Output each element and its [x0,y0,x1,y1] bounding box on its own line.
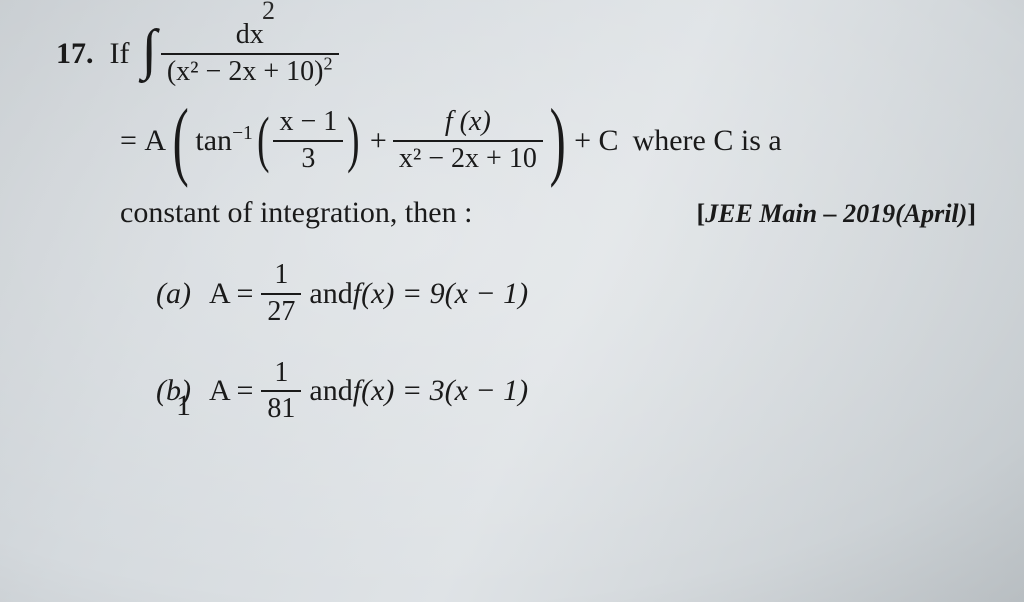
plus-C: + C [574,124,618,158]
fx-fraction: f (x) x² − 2x + 10 [393,107,543,175]
fx-num: f (x) [439,107,497,138]
plus-1: + [370,124,387,158]
denominator-power: 2 [323,53,332,73]
arctan-num: x − 1 [273,107,343,138]
arctan-den: 3 [295,144,321,175]
equals-A: = A [120,124,166,158]
option-b-frac: 1 81 [261,358,301,426]
integrand-fraction: dx (x² − 2x + 10)2 [161,20,339,88]
option-a-den: 27 [261,297,301,328]
fx-den: x² − 2x + 10 [393,144,543,175]
option-a-fx: f(x) = 9(x − 1) [353,277,528,311]
stray-exponent: 2 [262,0,275,26]
where-text: where C is a [633,124,782,158]
option-b-Aeq: A = [209,374,253,408]
arctan-arg: x − 1 3 [273,107,343,175]
integral-sign: ∫ [141,22,156,78]
denominator-inner: x² − 2x + 10 [176,56,314,87]
lead-text: If [110,37,130,71]
big-paren-open: ( [173,106,189,176]
question-block: 2 17. If ∫ dx (x² − 2x + 10)2 = A ( tan−… [0,0,1024,425]
source-citation: [JEE Main – 2019(April)] [696,199,976,229]
line-3: constant of integration, then : [JEE Mai… [120,196,984,230]
option-a-Aeq: A = [209,277,253,311]
option-a-label: (a) [156,277,191,311]
option-a: (a) A = 1 27 and f(x) = 9(x − 1) [156,260,984,328]
option-a-frac: 1 27 [261,260,301,328]
cutoff-fragment: 1 [176,389,191,423]
integrand-denominator: (x² − 2x + 10)2 [161,57,339,88]
arctan: tan−1 [195,124,252,158]
option-b: (b) A = 1 81 and f(x) = 3(x − 1) [156,358,984,426]
option-b-den: 81 [261,394,301,425]
option-a-num: 1 [268,260,294,291]
line-2: = A ( tan−1 ( x − 1 3 ) + f (x) x² − 2x … [120,106,984,176]
line-1: 17. If ∫ dx (x² − 2x + 10)2 [56,20,984,88]
question-number: 17. [56,37,94,71]
mid-paren-open: ( [257,116,269,166]
mid-paren-close: ) [347,116,359,166]
option-b-and: and [309,374,352,408]
constant-text: constant of integration, then : [120,196,472,230]
option-a-and: and [309,277,352,311]
big-paren-close: ) [549,106,565,176]
option-b-fx: f(x) = 3(x − 1) [353,374,528,408]
option-b-num: 1 [268,358,294,389]
